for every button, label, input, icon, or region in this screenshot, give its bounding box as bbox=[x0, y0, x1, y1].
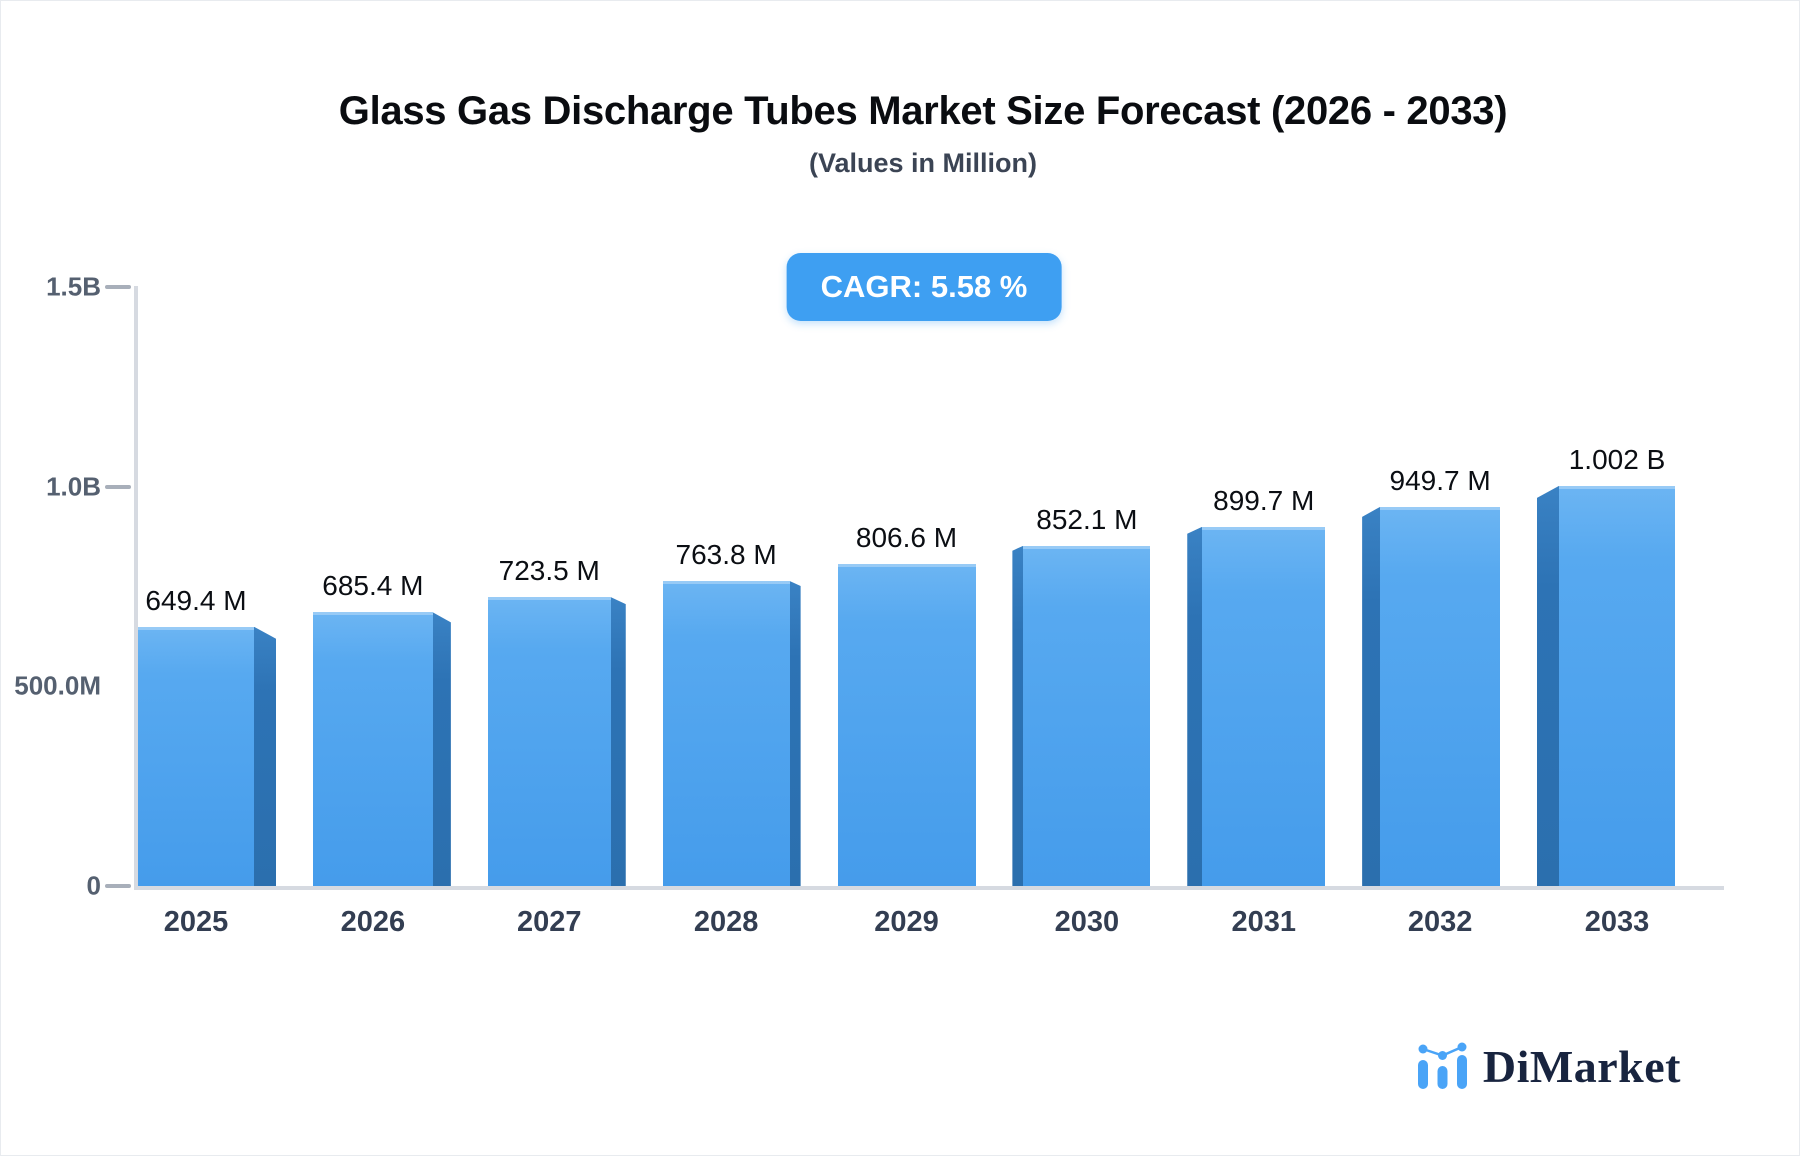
bar-value-label-2027: 723.5 M bbox=[498, 555, 600, 587]
bar-value-label-2028: 763.8 M bbox=[675, 539, 777, 570]
bar-value-label-2029: 806.6 M bbox=[855, 521, 958, 553]
bar-value-label-2033: 1.002 B bbox=[1568, 443, 1666, 475]
x-axis-label-2031: 2031 bbox=[1231, 906, 1297, 938]
bar-side-2025 bbox=[254, 626, 276, 886]
bar-side-2033 bbox=[1537, 485, 1559, 886]
x-axis-label-2025: 2025 bbox=[163, 906, 229, 938]
bar-group-2028: 763.8 M 2028 bbox=[662, 539, 801, 938]
bar-face-2032: 949.7 M 2032 bbox=[1380, 465, 1501, 938]
x-axis-label-2029: 2029 bbox=[874, 906, 939, 938]
logo-text: DiMarket bbox=[1482, 1040, 1681, 1092]
x-axis-label-2030: 2030 bbox=[1054, 906, 1120, 938]
x-axis-label-2032: 2032 bbox=[1407, 906, 1473, 938]
bar-value-label-2025: 649.4 M bbox=[145, 584, 247, 616]
x-axis-label-2028: 2028 bbox=[693, 906, 759, 938]
bar-group-2031: 899.7 M 2031 bbox=[1187, 485, 1326, 938]
bar-group-2026: 685.4 M 2026 bbox=[312, 570, 451, 938]
bar-face-2030: 852.1 M 2030 bbox=[1023, 504, 1151, 938]
y-tick-label-0: 0 bbox=[86, 870, 101, 901]
chart-title: Glass Gas Discharge Tubes Market Size Fo… bbox=[338, 89, 1508, 133]
bar-group-2027: 723.5 M 2027 bbox=[487, 555, 626, 938]
bar-group-2025: 649.4 M 2025 bbox=[138, 585, 276, 938]
y-axis-line bbox=[134, 286, 138, 890]
bar-face-2027: 723.5 M 2027 bbox=[487, 555, 611, 938]
y-tick-dash bbox=[105, 484, 131, 489]
dimarket-logo-icon bbox=[1417, 1042, 1467, 1089]
bar-side-2032 bbox=[1362, 506, 1381, 886]
bar-side-2027 bbox=[610, 597, 626, 886]
bar-value-label-2026: 685.4 M bbox=[322, 570, 424, 602]
bar-side-2030 bbox=[1012, 545, 1024, 886]
y-tick-label-1.0B: 1.0B bbox=[46, 471, 101, 502]
bar-value-label-2030: 852.1 M bbox=[1036, 503, 1138, 535]
bar-group-2033: 1.002 B 2033 bbox=[1537, 444, 1675, 938]
bar-face-2029: 806.6 M 2029 bbox=[837, 522, 976, 938]
x-axis-label-2027: 2027 bbox=[516, 906, 582, 938]
bar-value-label-2032: 949.7 M bbox=[1389, 464, 1491, 496]
bar-face-2028: 763.8 M 2028 bbox=[662, 539, 790, 938]
bar-side-2031 bbox=[1187, 526, 1203, 886]
bar-group-2029: 806.6 M 2029 bbox=[837, 522, 976, 938]
bar-side-2026 bbox=[432, 612, 451, 886]
bar-side-2028 bbox=[789, 581, 801, 886]
dimarket-logo: DiMarket bbox=[1416, 1039, 1681, 1093]
bar-face-2033: 1.002 B 2033 bbox=[1559, 444, 1675, 938]
y-tick-label-500.0M: 500.0M bbox=[14, 670, 101, 701]
y-tick-dash bbox=[105, 884, 131, 888]
y-tick-label-1.5B: 1.5B bbox=[46, 271, 101, 302]
bar-group-2032: 949.7 M 2032 bbox=[1362, 465, 1501, 938]
bar-face-2025: 649.4 M 2025 bbox=[138, 585, 254, 938]
chart-header: Glass Gas Discharge Tubes Market Size Fo… bbox=[1, 89, 1799, 179]
bar-face-2031: 899.7 M 2031 bbox=[1202, 485, 1326, 938]
bar-group-2030: 852.1 M 2030 bbox=[1012, 504, 1151, 938]
bars-row: 649.4 M 2025 685.4 M 2026 723.5 M 2027 763.8 M… bbox=[138, 287, 1675, 938]
chart-subtitle: (Values in Million) bbox=[808, 148, 1038, 178]
bar-face-2026: 685.4 M 2026 bbox=[312, 570, 433, 938]
x-axis-label-2033: 2033 bbox=[1584, 906, 1650, 938]
cagr-badge: CAGR: 5.58 % bbox=[786, 253, 1062, 321]
y-tick-dash bbox=[105, 285, 131, 289]
x-axis-line bbox=[134, 886, 1724, 890]
bar-value-label-2031: 899.7 M bbox=[1213, 484, 1315, 516]
x-axis-label-2026: 2026 bbox=[340, 906, 406, 938]
